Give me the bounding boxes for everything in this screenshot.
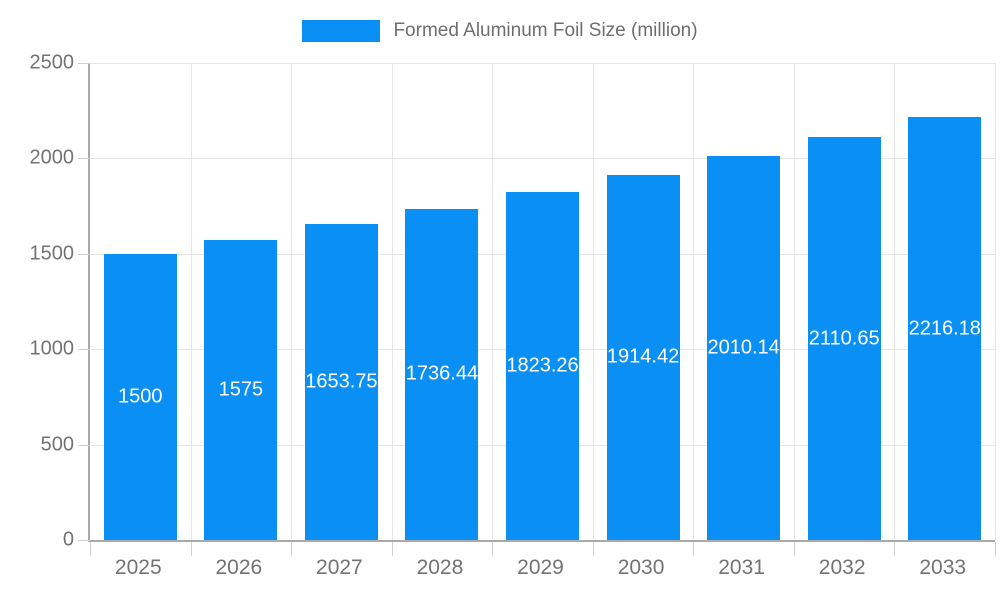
y-axis-tick-mark	[78, 349, 90, 351]
grid-line-vertical	[693, 63, 695, 540]
y-tick-label: 500	[40, 433, 74, 456]
legend-item[interactable]: Formed Aluminum Foil Size (million)	[302, 20, 698, 42]
grid-line-vertical	[995, 63, 996, 540]
legend-color-swatch	[302, 20, 381, 42]
bar-value-label: 1823.26	[506, 354, 579, 377]
x-tick-label: 2033	[919, 556, 967, 579]
x-axis-tick-mark	[693, 542, 695, 556]
legend-label: Formed Aluminum Foil Size (million)	[393, 20, 698, 41]
bar-value-label: 1736.44	[405, 362, 479, 385]
grid-line-horizontal	[90, 158, 995, 160]
chart-legend: Formed Aluminum Foil Size (million)	[0, 20, 1000, 42]
x-axis-tick-mark	[492, 542, 494, 556]
bar-2025[interactable]: 1500	[103, 253, 177, 540]
x-tick-label: 2027	[316, 556, 363, 579]
bar-2029[interactable]: 1823.26	[506, 192, 579, 540]
y-tick-label: 2000	[29, 146, 75, 169]
grid-line-vertical	[592, 63, 594, 540]
y-tick-label: 0	[62, 528, 74, 551]
x-tick-label: 2028	[416, 556, 464, 579]
grid-line-vertical	[291, 63, 293, 540]
bar-2028[interactable]: 1736.44	[405, 208, 479, 540]
x-tick-label: 2032	[818, 556, 866, 579]
x-axis-tick-mark	[894, 542, 896, 556]
bar-value-label: 1500	[118, 385, 163, 408]
bar-value-label: 2010.14	[707, 336, 780, 359]
grid-line-vertical	[894, 63, 896, 540]
x-axis-tick-mark	[995, 542, 996, 556]
x-axis-tick-mark	[90, 542, 91, 556]
y-axis-tick-mark	[78, 540, 90, 541]
x-axis-tick-mark	[592, 542, 594, 556]
y-axis-tick-mark	[78, 253, 90, 255]
y-axis-tick-mark	[78, 63, 90, 64]
x-tick-label: 2031	[718, 556, 765, 579]
x-tick-label: 2025	[114, 556, 162, 579]
y-tick-label: 1500	[29, 242, 75, 265]
bar-value-label: 2216.18	[908, 317, 981, 340]
y-tick-label: 1000	[29, 337, 75, 360]
bar-value-label: 1914.42	[606, 345, 680, 368]
x-axis-tick-mark	[190, 542, 192, 556]
x-tick-label: 2029	[517, 556, 564, 579]
grid-line-vertical	[793, 63, 795, 540]
grid-line-vertical	[492, 63, 494, 540]
plot-area: 1500 1575 1653.75 1736.44 1823.26 1914.42 2010…	[78, 63, 996, 556]
bar-2026[interactable]: 1575	[204, 239, 278, 540]
y-axis-labels: 0 500 1000 1500 2000 2500	[0, 52, 75, 551]
bar-2031[interactable]: 2010.14	[707, 156, 781, 540]
bar-value-label: 1575	[218, 378, 264, 401]
x-tick-label: 2026	[215, 556, 263, 579]
bar-value-label: 2110.65	[808, 327, 880, 350]
x-tick-label: 2030	[617, 556, 665, 579]
bar-2033[interactable]: 2216.18	[908, 117, 982, 540]
bar-2032[interactable]: 2110.65	[807, 137, 881, 540]
y-tick-label: 2500	[29, 51, 75, 74]
bar-value-label: 1653.75	[305, 370, 378, 393]
x-axis-tick-mark	[291, 542, 293, 556]
grid-line-vertical	[190, 63, 192, 540]
y-axis-tick-mark	[78, 158, 90, 160]
bar-2030[interactable]: 1914.42	[606, 174, 680, 540]
bar-2027[interactable]: 1653.75	[304, 224, 378, 540]
grid-line-horizontal	[90, 63, 995, 64]
x-axis-labels: 2025 2026 2027 2028 2029 2030 2031 2032 2033	[88, 556, 993, 590]
grid-line-vertical	[391, 63, 393, 540]
y-axis-tick-mark	[78, 444, 90, 446]
x-axis-tick-mark	[793, 542, 795, 556]
x-axis-tick-mark	[391, 542, 393, 556]
